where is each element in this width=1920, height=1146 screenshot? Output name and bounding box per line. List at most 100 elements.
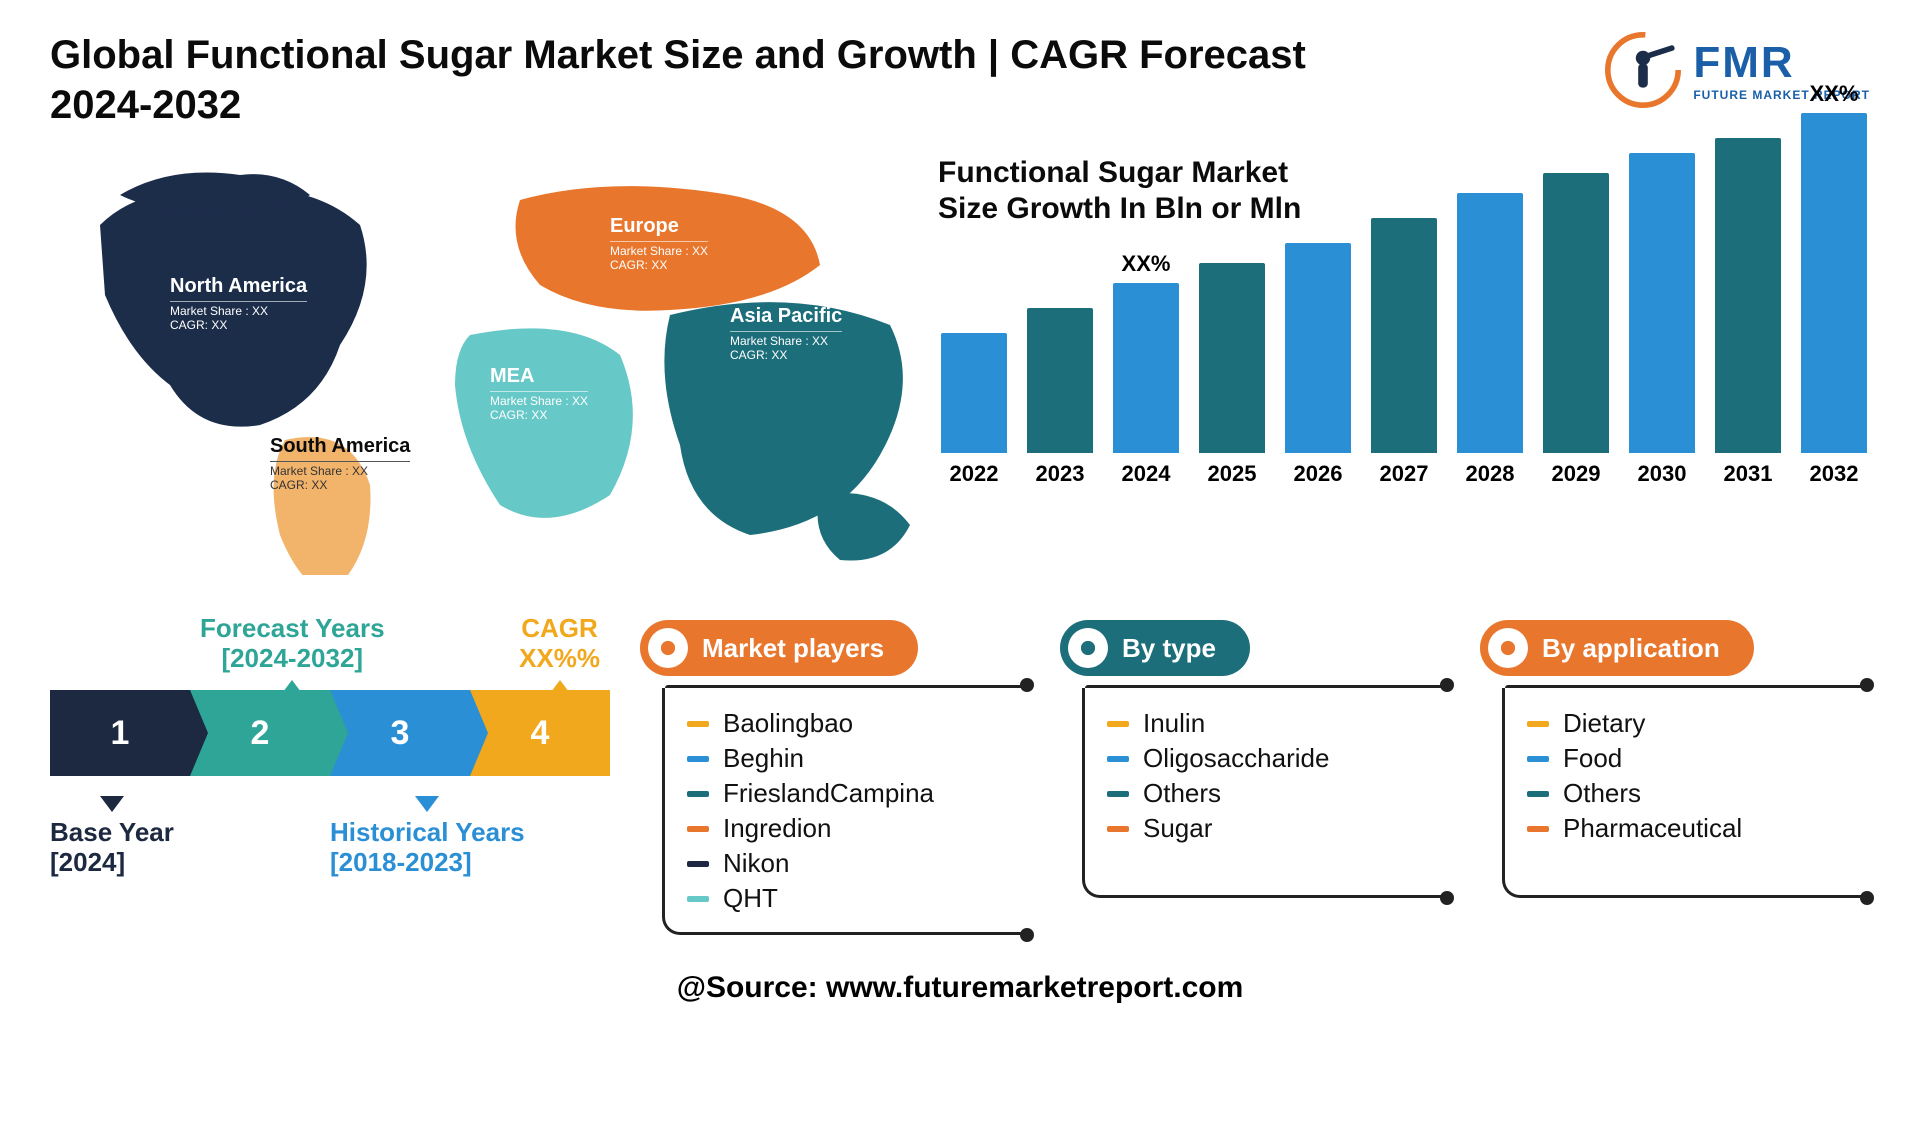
segment-item: Others (1107, 778, 1450, 809)
bar-rect (941, 333, 1007, 453)
forecast-sub: [2024-2032] (200, 644, 385, 674)
bar-year-label: 2031 (1724, 461, 1773, 487)
segment-item-label: FrieslandCampina (723, 778, 934, 809)
segment-item-label: Sugar (1143, 813, 1212, 844)
dash-icon (1527, 756, 1549, 762)
segment-item: Ingredion (687, 813, 1030, 844)
segment-item: FrieslandCampina (687, 778, 1030, 809)
timeline-base-label: Base Year [2024] (50, 796, 174, 878)
segment-item-label: Food (1563, 743, 1622, 774)
bar-year-label: 2024 (1122, 461, 1171, 487)
bar-2027: 2027 (1368, 186, 1440, 487)
segment-item-label: Beghin (723, 743, 804, 774)
bar-2026: 2026 (1282, 211, 1354, 487)
segment-pill: .seg-pill .dot::after{background:var(--d… (1480, 620, 1754, 676)
segment-pill: .seg-pill .dot::after{background:var(--d… (640, 620, 918, 676)
dash-icon (1527, 826, 1549, 832)
page-title: Global Functional Sugar Market Size and … (50, 30, 1350, 130)
bar-2024: XX% 2024 (1110, 251, 1182, 487)
dash-icon (1527, 721, 1549, 727)
segment-bracket: Dietary Food Others Pharmaceutical (1502, 688, 1870, 898)
base-text: Base Year (50, 818, 174, 848)
timeline-step-2: 2 (190, 690, 330, 776)
logo-icon (1603, 30, 1683, 110)
segment-item-label: Ingredion (723, 813, 831, 844)
segment-item: Others (1527, 778, 1870, 809)
bar-rect (1371, 218, 1437, 453)
segment-item: Pharmaceutical (1527, 813, 1870, 844)
segment-item: Dietary (1527, 708, 1870, 739)
timeline-cagr-label: CAGR XX%% (519, 614, 600, 696)
world-map: North AmericaMarket Share : XXCAGR: XXSo… (50, 155, 898, 575)
bar-year-label: 2032 (1810, 461, 1859, 487)
dash-icon (1107, 721, 1129, 727)
region-label-asia-pacific: Asia PacificMarket Share : XXCAGR: XX (730, 305, 842, 362)
bar-rect (1027, 308, 1093, 453)
dash-icon (687, 756, 709, 762)
segment-item-label: Pharmaceutical (1563, 813, 1742, 844)
pill-dot-icon: .seg-pill .dot::after{background:var(--d… (1068, 628, 1108, 668)
dash-icon (687, 896, 709, 902)
hist-sub: [2018-2023] (330, 848, 525, 878)
segment-item-label: Others (1143, 778, 1221, 809)
segment-item-label: Inulin (1143, 708, 1205, 739)
bar-year-label: 2030 (1638, 461, 1687, 487)
bar-year-label: 2029 (1552, 461, 1601, 487)
header: Global Functional Sugar Market Size and … (50, 30, 1870, 130)
dash-icon (1107, 826, 1129, 832)
segment-item: Baolingbao (687, 708, 1030, 739)
bar-chart: Functional Sugar Market Size Growth In B… (928, 155, 1870, 575)
region-label-south-america: South AmericaMarket Share : XXCAGR: XX (270, 435, 410, 492)
segment-item-label: Others (1563, 778, 1641, 809)
timeline: Forecast Years [2024-2032] CAGR XX%% 123… (50, 620, 610, 776)
bar-annotation: XX% (1122, 251, 1171, 277)
bar-year-label: 2025 (1208, 461, 1257, 487)
bar-rect (1801, 113, 1867, 453)
segment-item-label: Oligosaccharide (1143, 743, 1329, 774)
segments: .seg-pill .dot::after{background:var(--d… (640, 620, 1870, 935)
pill-dot-icon: .seg-pill .dot::after{background:var(--d… (1488, 628, 1528, 668)
segment-market-players: .seg-pill .dot::after{background:var(--d… (640, 620, 1030, 935)
bar-2031: 2031 (1712, 106, 1784, 487)
pill-dot-icon: .seg-pill .dot::after{background:var(--d… (648, 628, 688, 668)
hist-text: Historical Years (330, 818, 525, 848)
bar-rect (1199, 263, 1265, 453)
segment-by-application: .seg-pill .dot::after{background:var(--d… (1480, 620, 1870, 935)
segment-item: Nikon (687, 848, 1030, 879)
segment-item: Sugar (1107, 813, 1450, 844)
segment-item: QHT (687, 883, 1030, 914)
region-label-europe: EuropeMarket Share : XXCAGR: XX (610, 215, 708, 272)
timeline-forecast-label: Forecast Years [2024-2032] (200, 614, 385, 696)
bottom-row: Forecast Years [2024-2032] CAGR XX%% 123… (50, 620, 1870, 935)
segment-item-label: Baolingbao (723, 708, 853, 739)
dash-icon (687, 826, 709, 832)
bar-2023: 2023 (1024, 276, 1096, 487)
bar-rect (1543, 173, 1609, 453)
dash-icon (1527, 791, 1549, 797)
cagr-sub: XX%% (519, 644, 600, 674)
dash-icon (687, 791, 709, 797)
bar-rect (1715, 138, 1781, 453)
bar-2029: 2029 (1540, 141, 1612, 487)
dash-icon (687, 721, 709, 727)
timeline-step-4: 4 (470, 690, 610, 776)
region-label-mea: MEAMarket Share : XXCAGR: XX (490, 365, 588, 422)
chart-title: Functional Sugar Market Size Growth In B… (938, 155, 1338, 227)
bar-year-label: 2026 (1294, 461, 1343, 487)
segment-item-label: Dietary (1563, 708, 1645, 739)
segment-item-label: Nikon (723, 848, 789, 879)
bar-rect (1285, 243, 1351, 453)
segment-item: Beghin (687, 743, 1030, 774)
segment-title: By application (1542, 633, 1720, 664)
segment-bracket: Baolingbao Beghin FrieslandCampina Ingredio… (662, 688, 1030, 935)
bar-year-label: 2023 (1036, 461, 1085, 487)
dash-icon (1107, 756, 1129, 762)
segment-bracket: Inulin Oligosaccharide Others Sugar (1082, 688, 1450, 898)
timeline-step-3: 3 (330, 690, 470, 776)
bar-2028: 2028 (1454, 161, 1526, 487)
bar-rect (1457, 193, 1523, 453)
bar-year-label: 2028 (1466, 461, 1515, 487)
bar-annotation: XX% (1810, 81, 1859, 107)
dash-icon (1107, 791, 1129, 797)
segment-title: Market players (702, 633, 884, 664)
